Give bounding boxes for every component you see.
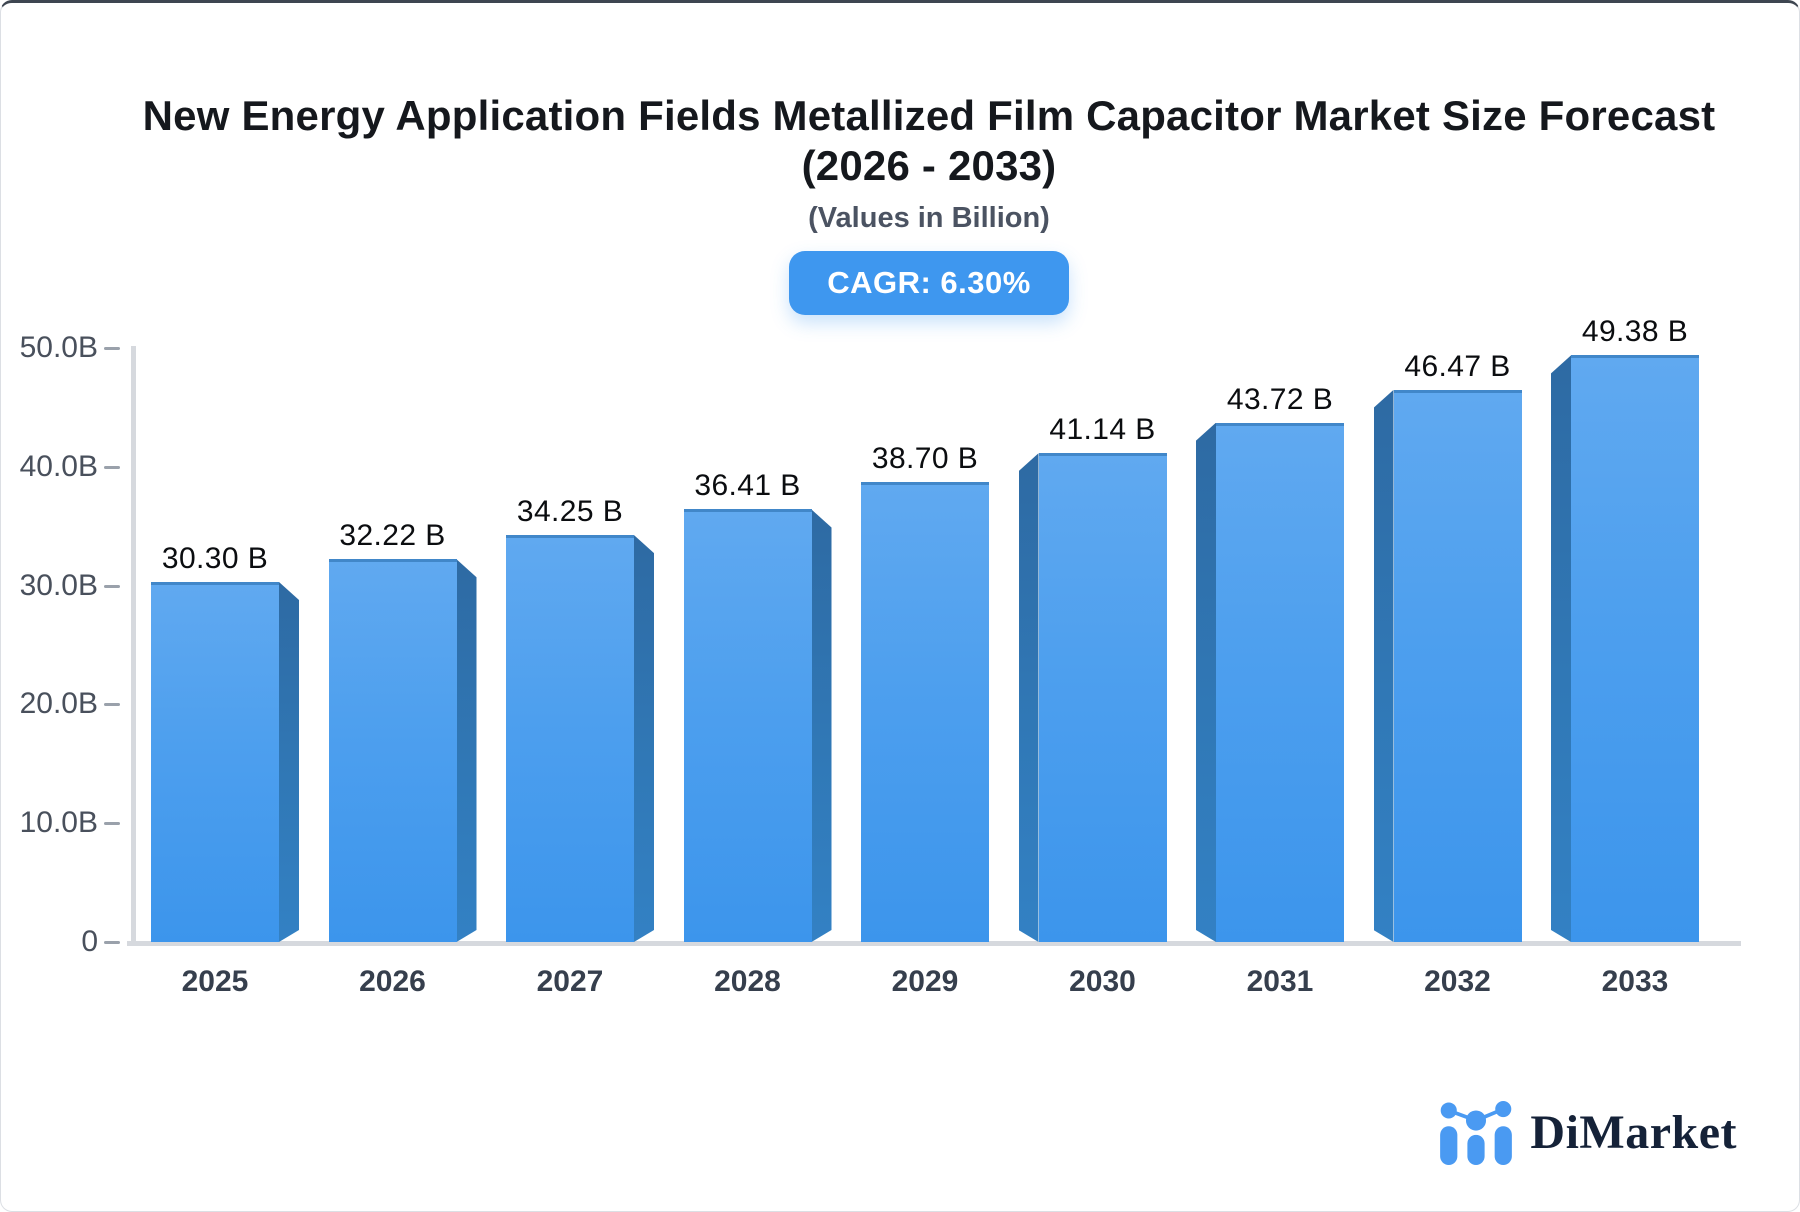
bar-chart: 50.0B 40.0B 30.0B 20.0B 10.0B 0 30.30 B 2025 32.… [1, 3, 1799, 1211]
bar-value-label: 43.72 B [1226, 382, 1334, 416]
brand-logo-text: DiMarket [1530, 1105, 1737, 1159]
x-axis-line [127, 941, 1741, 946]
bar-value-label: 46.47 B [1404, 349, 1511, 383]
y-tick-mark [104, 465, 120, 469]
y-tick-label: 50.0B [19, 331, 98, 364]
y-tick-mark [104, 703, 120, 707]
bar-side-2032 [1373, 389, 1394, 942]
x-axis-label-2031: 2031 [1246, 965, 1314, 998]
bar-2030 [1038, 453, 1167, 942]
bar-2031 [1216, 422, 1344, 942]
x-axis-label-2025: 2025 [181, 965, 249, 998]
x-axis-label-2026: 2026 [359, 965, 426, 998]
x-axis-label-2027: 2027 [536, 965, 604, 998]
bar-side-2031 [1196, 422, 1216, 942]
bar-value-label: 30.30 B [161, 542, 269, 576]
mini-bar-chart-icon [1440, 1101, 1513, 1165]
brand-logo: DiMarket [1436, 1099, 1737, 1165]
y-tick-label: 30.0B [19, 568, 98, 602]
y-tick-mark [104, 822, 120, 826]
bar-2033 [1571, 355, 1699, 942]
bar-side-2033 [1551, 355, 1571, 942]
y-tick-label: 40.0B [19, 449, 98, 483]
x-axis-label-2028: 2028 [714, 965, 781, 998]
bar-side-2026 [456, 559, 477, 942]
bar-side-2027 [634, 535, 654, 942]
y-tick-mark [104, 941, 120, 944]
bar-value-label: 32.22 B [339, 519, 446, 553]
chart-header: New Energy Application Fields Metallized… [1, 3, 1799, 316]
cagr-badge: CAGR: 6.30% [789, 251, 1069, 316]
bar-side-2028 [811, 509, 832, 942]
bar-2025 [151, 582, 279, 942]
bar-side-2025 [279, 582, 299, 942]
x-axis-label-2030: 2030 [1069, 965, 1136, 998]
bar-value-label: 34.25 B [516, 495, 624, 529]
bar-2032 [1393, 389, 1522, 942]
bar-side-2030 [1018, 453, 1039, 942]
bar-value-label: 41.14 B [1049, 413, 1156, 447]
chart-subtitle: (Values in Billion) [808, 202, 1050, 235]
bar-2026 [328, 559, 457, 942]
y-tick-label: 0 [81, 925, 98, 958]
bar-2028 [683, 509, 812, 942]
y-tick-mark [104, 584, 120, 588]
bar-2029 [861, 482, 989, 942]
y-tick-label: 20.0B [19, 687, 98, 721]
x-axis-label-2032: 2032 [1424, 965, 1491, 998]
bar-2027 [506, 535, 634, 942]
bar-value-label: 38.70 B [871, 442, 979, 476]
y-tick-label: 10.0B [19, 806, 98, 840]
bar-value-label: 36.41 B [694, 469, 801, 503]
chart-title-line1: New Energy Application Fields Metallized… [142, 92, 1716, 139]
y-tick-mark [104, 347, 120, 350]
bar-value-label: 49.38 B [1581, 315, 1689, 349]
x-axis-label-2029: 2029 [891, 965, 959, 998]
x-axis-label-2033: 2033 [1601, 965, 1669, 998]
chart-title-line2: (2026 - 2033) [801, 141, 1057, 189]
y-axis-line [131, 346, 136, 946]
